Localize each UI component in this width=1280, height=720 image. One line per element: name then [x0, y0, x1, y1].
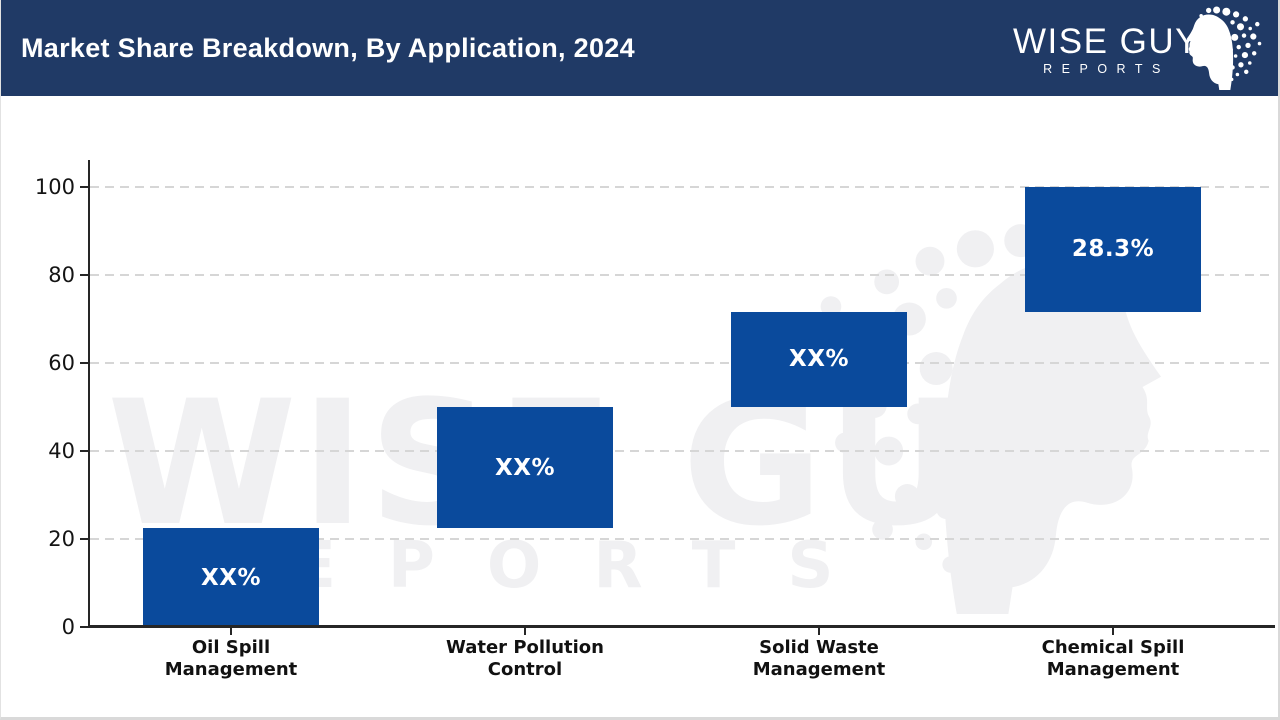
- x-axis: [88, 625, 1275, 628]
- y-tick-label: 80: [48, 263, 75, 287]
- category-label-line: Chemical Spill: [1041, 637, 1185, 658]
- x-tick: [230, 628, 232, 635]
- y-tick-label: 20: [48, 527, 75, 551]
- category-label: Water Pollution Control: [395, 637, 655, 681]
- logo-wordmark: WISE GUY: [1012, 21, 1200, 61]
- brand-logo: WISE GUY REPORTS: [1013, 4, 1274, 92]
- y-tick: [80, 626, 88, 628]
- x-tick: [1112, 628, 1114, 635]
- gridline: [90, 450, 1275, 452]
- bar: XX%: [143, 528, 319, 627]
- y-tick-label: 40: [48, 439, 75, 463]
- category-label-line: Solid Waste: [759, 637, 879, 658]
- y-tick: [80, 450, 88, 452]
- category-label-line: Control: [487, 659, 563, 680]
- gridline: [90, 274, 1275, 276]
- bar: XX%: [437, 407, 613, 528]
- gridline: [90, 362, 1275, 364]
- x-tick: [818, 628, 820, 635]
- bar-value-label: XX%: [200, 564, 261, 591]
- category-label-line: Management: [1046, 659, 1180, 680]
- category-label-line: Oil Spill: [191, 637, 271, 658]
- x-tick: [524, 628, 526, 635]
- category-label: Solid Waste Management: [689, 637, 949, 681]
- y-tick-label: 100: [34, 175, 75, 199]
- y-tick: [80, 274, 88, 276]
- logo-subtext: REPORTS: [1043, 61, 1170, 76]
- wiseguy-face-icon: [1186, 6, 1262, 90]
- y-axis: [88, 160, 90, 628]
- category-label-line: Management: [752, 659, 886, 680]
- bar: 28.3%: [1025, 187, 1201, 312]
- y-tick-label: 60: [48, 351, 75, 375]
- category-label-line: Water Pollution: [446, 637, 604, 658]
- header-bar: Market Share Breakdown, By Application, …: [1, 0, 1278, 96]
- bar-value-label: XX%: [494, 454, 555, 481]
- category-label-line: Management: [164, 659, 298, 680]
- y-tick-label: 0: [61, 615, 75, 639]
- category-label: Oil Spill Management: [101, 637, 361, 681]
- y-tick: [80, 538, 88, 540]
- y-tick: [80, 362, 88, 364]
- page-title: Market Share Breakdown, By Application, …: [21, 32, 635, 63]
- category-label: Chemical Spill Management: [983, 637, 1243, 681]
- bar-value-label: XX%: [788, 346, 849, 373]
- bar: XX%: [731, 311, 907, 407]
- gridline: [90, 186, 1275, 188]
- logo-text: WISE GUY REPORTS: [1012, 21, 1200, 77]
- y-tick: [80, 186, 88, 188]
- gridline: [90, 538, 1275, 540]
- bar-value-label: 28.3%: [1071, 236, 1155, 263]
